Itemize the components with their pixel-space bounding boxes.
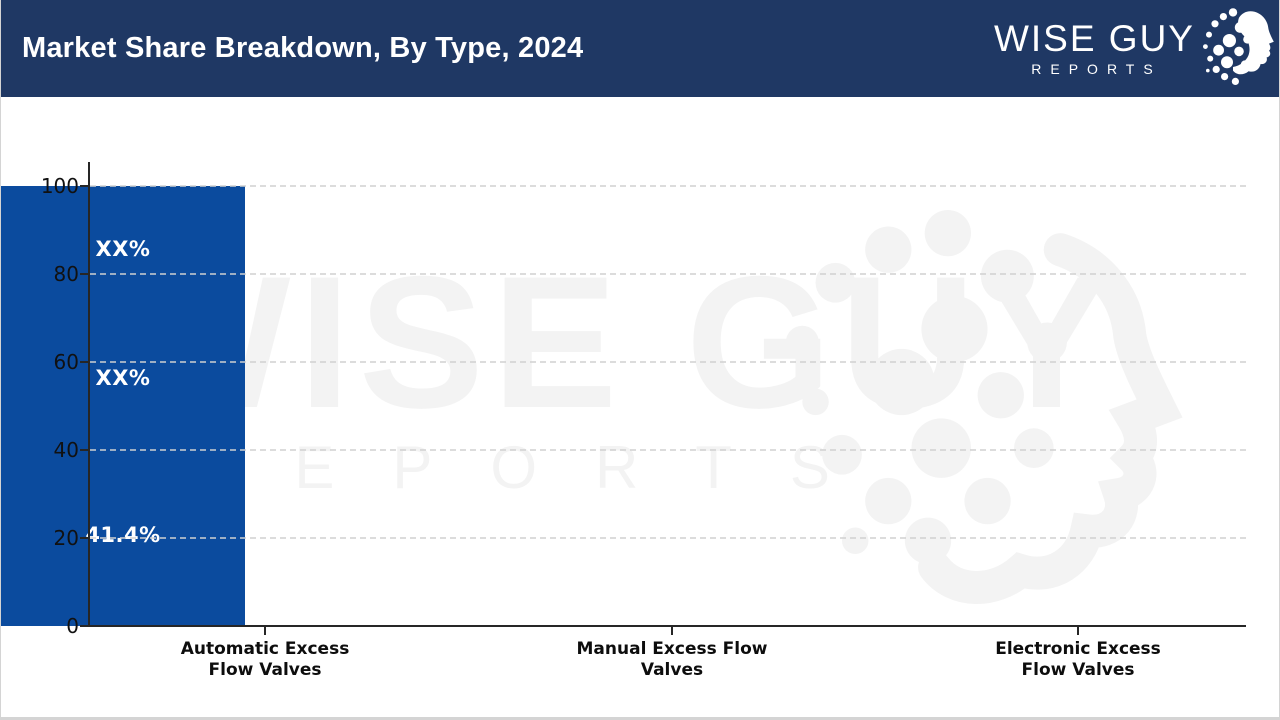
brand-logo: WISE GUY REPORTS: [994, 5, 1279, 93]
gridline: [90, 185, 1246, 187]
x-label-line: Flow Valves: [1021, 660, 1135, 680]
x-axis-label-electronic: Electronic Excess Flow Valves: [938, 639, 1218, 681]
bar-automatic-excess-flow-valves: 41.4%: [1, 444, 245, 626]
gridline: [90, 449, 1246, 451]
bar-electronic-excess-flow-valves: XX%: [1, 186, 245, 311]
brand-logo-text: WISE GUY REPORTS: [994, 20, 1195, 77]
x-label-line: Automatic Excess: [180, 639, 350, 659]
x-axis-label-automatic: Automatic Excess Flow Valves: [125, 639, 405, 681]
x-label-line: Valves: [640, 660, 704, 680]
header: Market Share Breakdown, By Type, 2024 WI…: [1, 0, 1279, 97]
gridline: [90, 361, 1246, 363]
bar-value-label: XX%: [95, 365, 151, 390]
y-tick: [80, 537, 88, 539]
page-title: Market Share Breakdown, By Type, 2024: [22, 32, 584, 64]
y-tick-label: 100: [40, 174, 79, 198]
y-tick: [80, 361, 88, 363]
y-tick-label: 20: [53, 526, 79, 550]
x-label-line: Flow Valves: [208, 660, 322, 680]
y-tick: [80, 449, 88, 451]
x-tick: [671, 627, 673, 635]
y-tick: [80, 273, 88, 275]
watermark-subtitle-text: REPORTS: [193, 434, 888, 501]
gridline: [90, 537, 1246, 539]
x-tick: [1077, 627, 1079, 635]
x-tick: [264, 627, 266, 635]
bar-value-label: 41.4%: [85, 523, 161, 547]
y-axis-spine: [88, 162, 90, 627]
brand-name: WISE GUY: [993, 18, 1195, 59]
y-tick: [80, 185, 88, 187]
brand-subtitle: REPORTS: [1031, 61, 1162, 77]
x-axis-spine: [88, 625, 1246, 627]
gridline: [90, 273, 1246, 275]
bar-manual-excess-flow-valves: XX%: [1, 311, 245, 444]
y-tick-label: 0: [66, 614, 79, 638]
y-tick: [80, 625, 88, 627]
x-axis-label-manual: Manual Excess Flow Valves: [532, 639, 812, 681]
face-dots-icon: [1203, 7, 1274, 85]
y-tick-label: 40: [53, 438, 79, 462]
y-tick-label: 60: [53, 350, 79, 374]
watermark-face-dots-icon: [785, 210, 1183, 604]
y-tick-label: 80: [53, 262, 79, 286]
bar-value-label: XX%: [95, 236, 151, 261]
x-label-line: Electronic Excess: [995, 639, 1161, 659]
x-label-line: Manual Excess Flow: [576, 639, 768, 659]
